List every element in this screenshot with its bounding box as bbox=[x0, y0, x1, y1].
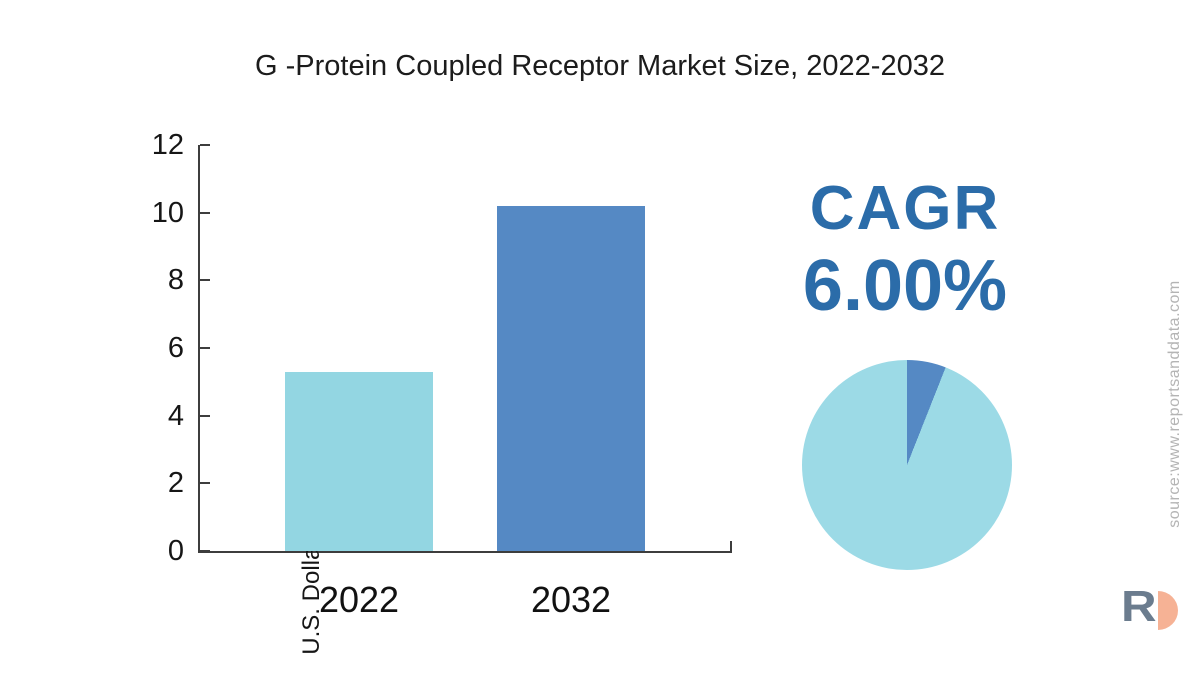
cagr-label: CAGR bbox=[809, 174, 1001, 243]
y-tick-label: 6 bbox=[167, 332, 184, 364]
source-attribution: source:www.reportsanddata.com bbox=[1166, 280, 1183, 528]
x-axis-end-tick bbox=[730, 541, 732, 551]
y-tick bbox=[200, 144, 210, 146]
y-tick bbox=[200, 211, 210, 214]
x-tick-label: 2032 bbox=[530, 579, 612, 620]
y-tick-label: 4 bbox=[167, 399, 184, 432]
y-tick-label: 10 bbox=[151, 196, 184, 229]
pie-chart bbox=[802, 360, 1012, 570]
y-tick bbox=[200, 550, 210, 552]
y-tick bbox=[200, 347, 210, 349]
y-tick bbox=[200, 482, 210, 485]
bar-2032 bbox=[497, 206, 645, 551]
y-tick-label: 8 bbox=[167, 264, 184, 297]
cagr-value: 6.00% bbox=[802, 246, 1008, 326]
x-tick-label: 2022 bbox=[318, 579, 400, 620]
y-tick bbox=[200, 279, 210, 282]
chart-title: G -Protein Coupled Receptor Market Size,… bbox=[255, 50, 945, 82]
y-tick-label: 2 bbox=[167, 467, 184, 500]
bar-2022 bbox=[285, 372, 433, 551]
y-tick-label: 12 bbox=[151, 129, 184, 161]
y-tick-label: 0 bbox=[167, 535, 184, 567]
logo-letter-r: R bbox=[1121, 582, 1157, 631]
logo-halfcircle-d-icon bbox=[1158, 591, 1178, 630]
reportsanddata-logo: R bbox=[1121, 582, 1183, 634]
cagr-callout: CAGR 6.00% bbox=[745, 174, 1065, 326]
y-tick bbox=[200, 414, 210, 417]
